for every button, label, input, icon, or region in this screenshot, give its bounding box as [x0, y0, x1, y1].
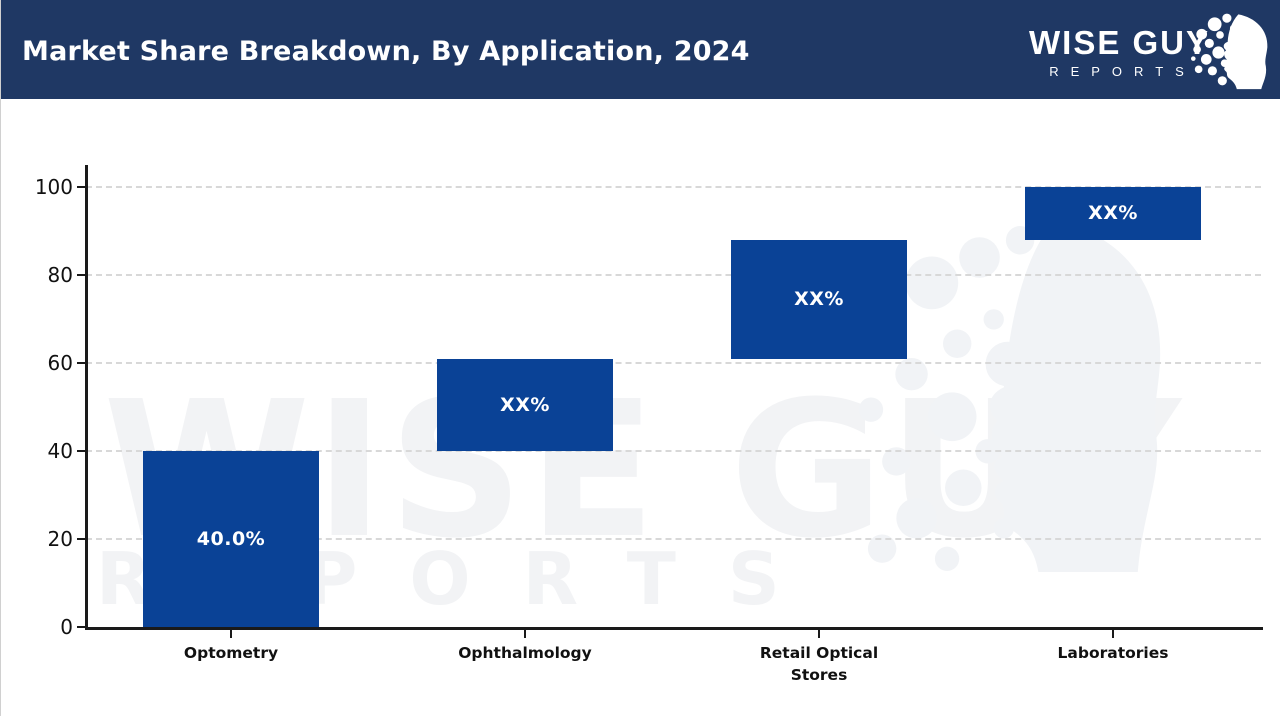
x-tick-mark	[524, 630, 526, 638]
y-tick-mark	[77, 538, 86, 540]
y-tick-label: 60	[47, 351, 73, 375]
y-tick-label: 40	[47, 439, 73, 463]
x-axis-spine	[85, 627, 1263, 630]
bar: XX%	[437, 358, 613, 451]
watermark-head-icon	[858, 222, 1161, 572]
x-category-label: Ophthalmology	[458, 644, 592, 662]
logo-text: WISE GUY REPORTS	[1029, 24, 1210, 79]
chart-title: Market Share Breakdown, By Application, …	[22, 36, 750, 67]
header-banner: Market Share Breakdown, By Application, …	[1, 0, 1280, 99]
x-tick-mark	[1112, 630, 1114, 638]
y-gridline	[86, 538, 1261, 540]
y-gridline	[86, 186, 1261, 188]
y-tick-label: 80	[47, 263, 73, 287]
y-tick-label: 0	[60, 615, 73, 639]
y-gridline	[86, 450, 1261, 452]
y-gridline	[86, 362, 1261, 364]
y-tick-mark	[77, 626, 86, 628]
chart-canvas: WISE GUY REPORTS 0 20 40 60 80 100 40.0% Optome…	[1, 99, 1280, 716]
y-axis-spine	[85, 165, 88, 630]
y-tick-mark	[77, 450, 86, 452]
y-tick-mark	[77, 362, 86, 364]
bar-value-label: XX%	[794, 288, 844, 311]
bar-value-label: XX%	[1088, 202, 1138, 225]
x-tick-mark	[818, 630, 820, 638]
logo-subtitle: REPORTS	[1049, 64, 1196, 79]
x-tick-mark	[230, 630, 232, 638]
bar-value-label: 40.0%	[196, 528, 266, 550]
bar: XX%	[731, 239, 907, 359]
x-category-label: Laboratories	[1057, 644, 1169, 662]
bar: 40.0%	[143, 451, 319, 627]
bar: XX%	[1025, 187, 1201, 240]
y-tick-mark	[77, 186, 86, 188]
x-category-label: Optometry	[183, 644, 279, 662]
logo-wordmark: WISE GUY	[1029, 24, 1211, 61]
y-tick-label: 100	[34, 175, 73, 199]
y-tick-mark	[77, 274, 86, 276]
y-tick-label: 20	[47, 527, 73, 551]
x-category-label: Retail Optical Stores	[759, 644, 879, 684]
bar-value-label: XX%	[500, 393, 550, 416]
logo-head-icon	[1191, 13, 1268, 90]
y-gridline	[86, 274, 1261, 276]
wise-guy-reports-logo: WISE GUY REPORTS	[1001, 4, 1271, 96]
